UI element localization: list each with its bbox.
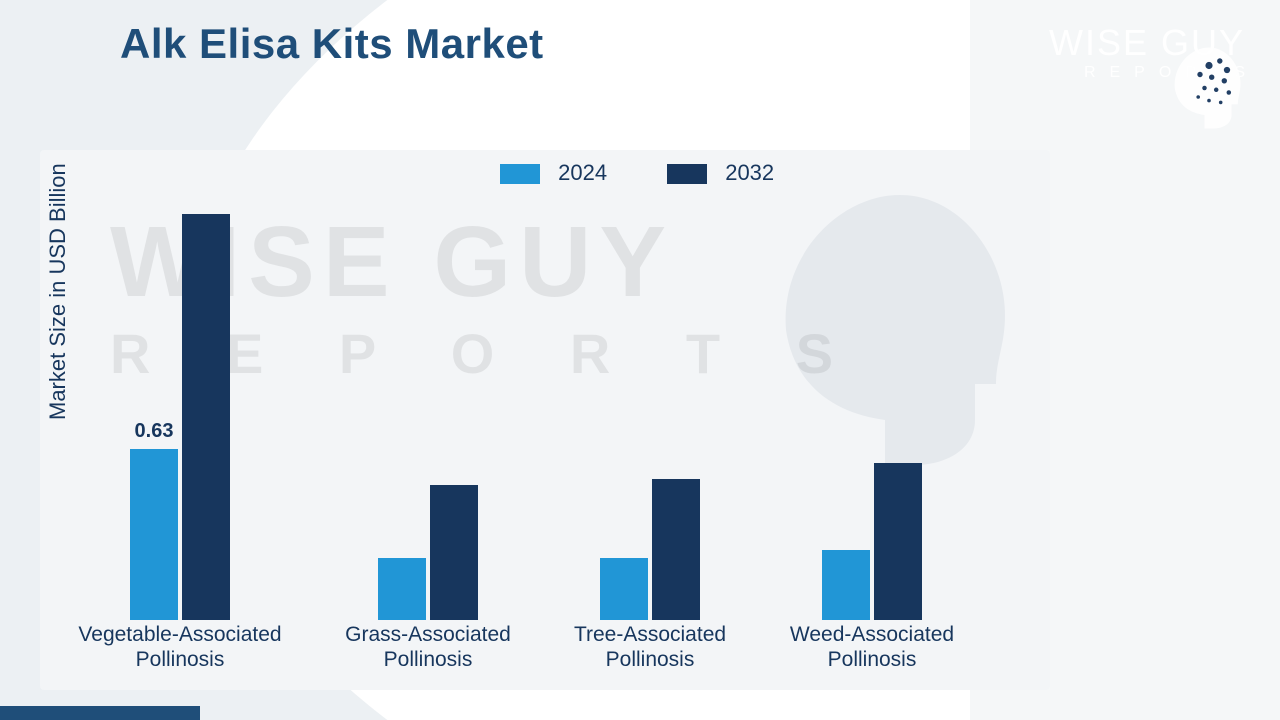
brand-head-icon xyxy=(1155,43,1245,133)
legend-swatch-2024 xyxy=(500,164,540,184)
x-axis-label-2: Tree-AssociatedPollinosis xyxy=(535,622,765,672)
legend-item-2024: 2024 xyxy=(500,160,607,186)
bar-2032-group0 xyxy=(182,214,230,620)
legend-label-2032: 2032 xyxy=(725,160,774,185)
x-axis-labels: Vegetable-AssociatedPollinosisGrass-Asso… xyxy=(100,622,1040,682)
x-axis-label-1: Grass-AssociatedPollinosis xyxy=(313,622,543,672)
legend: 2024 2032 xyxy=(500,160,774,186)
legend-item-2032: 2032 xyxy=(667,160,774,186)
bottom-accent-strip xyxy=(0,706,200,720)
plot-area: 0.63 xyxy=(100,200,1040,620)
y-axis-label: Market Size in USD Billion xyxy=(45,163,71,420)
bar-2032-group1 xyxy=(430,485,478,620)
x-axis-label-3: Weed-AssociatedPollinosis xyxy=(757,622,987,672)
brand-logo: WISE GUY REPORTS xyxy=(1049,25,1245,81)
bar-2024-group2 xyxy=(600,558,648,620)
legend-label-2024: 2024 xyxy=(558,160,607,185)
bar-2024-group3 xyxy=(822,550,870,620)
bar-2024-group1 xyxy=(378,558,426,620)
stage: Alk Elisa Kits Market WISE GUY REPORTS W… xyxy=(0,0,1280,720)
bar-2032-group2 xyxy=(652,479,700,620)
bar-value-label: 0.63 xyxy=(124,420,184,443)
chart-title: Alk Elisa Kits Market xyxy=(120,20,544,68)
x-axis-label-0: Vegetable-AssociatedPollinosis xyxy=(65,622,295,672)
legend-swatch-2032 xyxy=(667,164,707,184)
bar-2032-group3 xyxy=(874,463,922,620)
bar-2024-group0 xyxy=(130,449,178,620)
